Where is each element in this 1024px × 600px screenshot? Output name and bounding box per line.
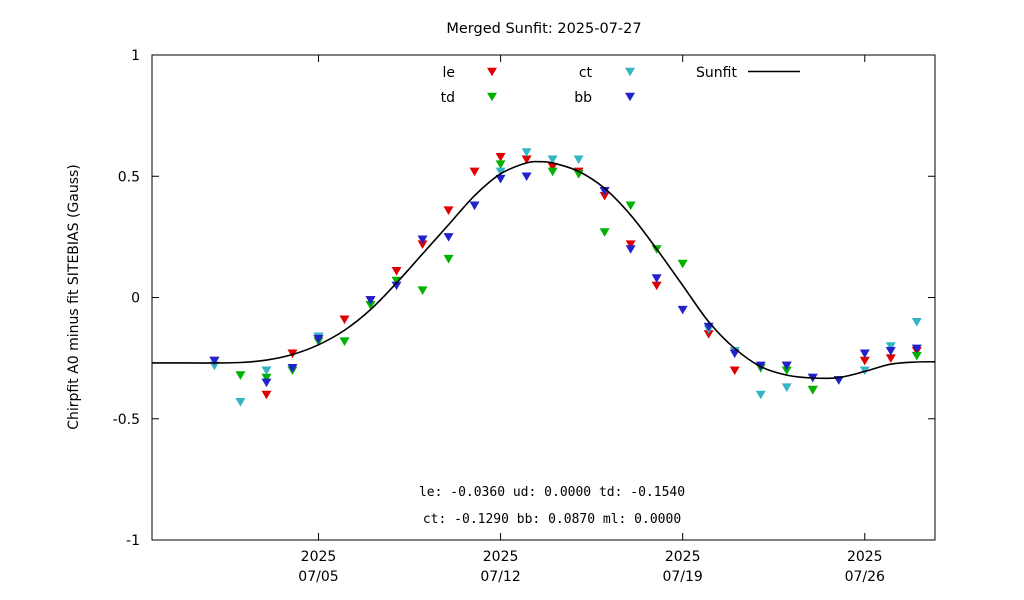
data-point-td xyxy=(365,300,376,310)
chart-title: Merged Sunfit: 2025-07-27 xyxy=(446,21,641,37)
data-point-bb xyxy=(729,349,740,359)
data-point-bb xyxy=(287,364,298,373)
data-point-ct xyxy=(235,397,246,407)
data-point-bb xyxy=(495,174,506,184)
series-layer xyxy=(151,148,936,407)
x-tick-label-date: 07/05 xyxy=(298,569,338,585)
legend-label-ct: ct xyxy=(579,65,593,81)
data-point-bb xyxy=(209,356,220,366)
legend: le ct Sunfit td bb xyxy=(441,65,800,106)
legend-marker-le xyxy=(487,67,497,77)
legend-marker-td xyxy=(487,92,497,102)
data-point-td xyxy=(443,254,454,264)
data-point-ct xyxy=(573,155,584,165)
data-point-td xyxy=(807,385,818,395)
data-point-td xyxy=(391,276,402,286)
y-tick-label: 0 xyxy=(131,291,140,307)
data-point-bb xyxy=(365,296,376,305)
series-td xyxy=(235,160,922,395)
data-point-td xyxy=(625,201,636,211)
y-tick-label: -0.5 xyxy=(113,412,140,428)
data-point-bb xyxy=(521,172,532,182)
data-point-bb xyxy=(443,233,454,242)
data-point-bb xyxy=(313,334,324,344)
x-tick-label-year: 2025 xyxy=(301,549,337,565)
data-point-bb xyxy=(651,274,662,283)
data-point-bb xyxy=(885,347,896,356)
legend-marker-bb xyxy=(625,92,635,102)
data-point-le xyxy=(885,354,896,363)
data-point-td xyxy=(339,337,350,346)
data-point-bb xyxy=(677,305,688,315)
x-tick-label-date: 07/19 xyxy=(662,569,702,585)
data-point-td xyxy=(599,228,610,237)
series-ct xyxy=(209,148,922,407)
data-point-le xyxy=(443,206,454,215)
data-point-le xyxy=(703,330,714,339)
x-tick-label-year: 2025 xyxy=(847,549,883,565)
data-point-bb xyxy=(261,378,272,388)
data-point-le xyxy=(495,153,506,162)
data-point-le xyxy=(521,155,532,165)
data-point-bb xyxy=(599,187,610,196)
data-point-ct xyxy=(781,383,792,393)
plot-frame: 1 0.5 0 -0.5 -1 2025 07/05 2025 07/12 2025 07/19 20… xyxy=(113,48,936,585)
data-point-bb xyxy=(469,201,480,211)
data-point-td xyxy=(547,167,558,177)
axes-box xyxy=(151,54,936,541)
data-point-td xyxy=(417,286,428,296)
legend-label-td: td xyxy=(441,90,455,106)
data-point-le xyxy=(599,191,610,201)
data-point-ct xyxy=(521,148,532,157)
x-tick-label-date: 07/26 xyxy=(845,569,885,585)
y-tick-label: 0.5 xyxy=(118,169,140,185)
data-point-le xyxy=(339,315,350,325)
data-point-td xyxy=(235,371,246,380)
data-point-bb xyxy=(417,235,428,245)
data-point-le xyxy=(651,281,662,291)
data-point-ct xyxy=(261,366,272,376)
data-point-le xyxy=(417,240,428,249)
data-point-le xyxy=(729,366,740,376)
data-point-ct xyxy=(755,390,766,400)
data-point-bb xyxy=(781,361,792,371)
y-tick-label: -1 xyxy=(126,533,140,549)
fit-line-sunfit xyxy=(151,160,936,380)
stats-line-1: le: -0.0360 ud: 0.0000 td: -0.1540 xyxy=(419,485,685,500)
data-point-ct xyxy=(547,155,558,165)
y-axis-label: Chirpfit A0 minus fit SITEBIAS (Gauss) xyxy=(66,164,82,430)
data-point-le xyxy=(469,167,480,177)
stats-line-2: ct: -0.1290 bb: 0.0870 ml: 0.0000 xyxy=(423,512,681,527)
data-point-le xyxy=(859,356,870,366)
x-tick-label-year: 2025 xyxy=(483,549,519,565)
series-le xyxy=(209,153,922,400)
data-point-td xyxy=(495,160,506,169)
data-point-bb xyxy=(911,344,922,354)
legend-label-sunfit: Sunfit xyxy=(696,65,737,81)
legend-marker-ct xyxy=(625,67,635,77)
data-point-ct xyxy=(885,342,896,351)
data-point-bb xyxy=(391,281,402,291)
x-tick-label-year: 2025 xyxy=(665,549,701,565)
data-point-td xyxy=(781,366,792,376)
data-point-ct xyxy=(495,167,506,177)
x-tick-label-date: 07/12 xyxy=(480,569,520,585)
data-point-td xyxy=(261,373,272,383)
data-point-bb xyxy=(625,245,636,254)
data-point-le xyxy=(391,267,402,276)
data-point-bb xyxy=(859,349,870,359)
data-point-le xyxy=(261,390,272,400)
legend-label-le: le xyxy=(442,65,455,81)
data-point-td xyxy=(677,259,688,269)
data-point-le xyxy=(547,162,558,172)
y-tick-label: 1 xyxy=(131,48,140,64)
series-bb xyxy=(209,172,922,388)
data-point-le xyxy=(625,240,636,249)
data-point-ct xyxy=(911,317,922,327)
legend-label-bb: bb xyxy=(574,90,592,106)
data-point-td xyxy=(911,351,922,361)
